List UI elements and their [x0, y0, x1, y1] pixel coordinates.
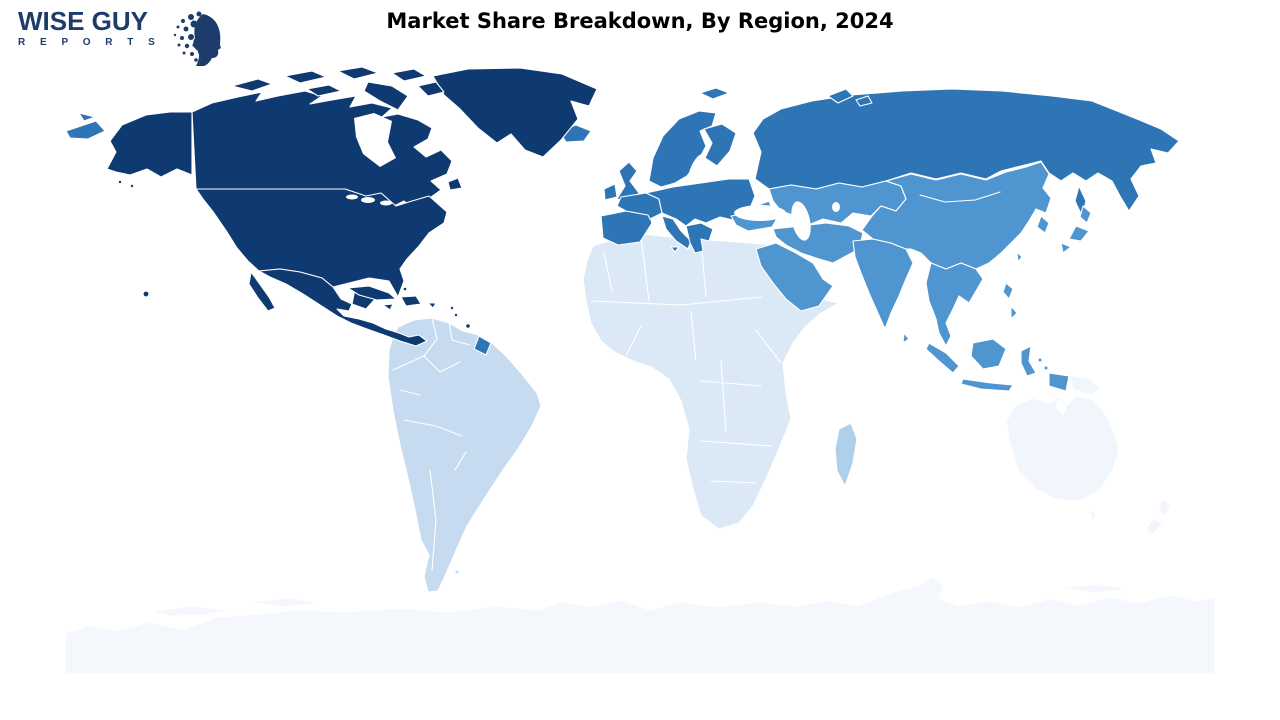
novaya-zemlya: [827, 88, 854, 104]
hispaniola: [400, 295, 422, 307]
baltic-sea: [688, 154, 704, 182]
great-lakes: [380, 200, 392, 206]
hainan: [971, 269, 977, 275]
wrangel-island: [78, 112, 96, 122]
usa: [195, 188, 448, 298]
chart-title: Market Share Breakdown, By Region, 2024: [386, 9, 894, 33]
hawaii: [143, 291, 149, 297]
norway-sweden: [648, 110, 717, 188]
puerto-rico: [427, 302, 437, 309]
region-europe-russia: [65, 87, 1180, 356]
wise-guy-reports-logo: WISE GUY R E P O R T S: [18, 6, 225, 66]
sri-lanka: [902, 332, 910, 344]
china-mongolia: [861, 161, 1052, 270]
italy: [661, 215, 692, 250]
great-lakes: [361, 197, 375, 203]
united-kingdom: [616, 161, 640, 204]
region-antarctica: [64, 576, 1216, 675]
canada-arctic-island: [337, 66, 379, 80]
region-africa: [582, 233, 840, 530]
gulf-of-carpentaria: [1055, 399, 1067, 416]
cuba: [347, 285, 397, 301]
new-zealand-north: [1157, 498, 1172, 517]
south-america-country-borders: [392, 317, 471, 571]
mongolia-border: [919, 191, 1001, 203]
africa-country-borders: [590, 236, 782, 484]
canada-arctic-island: [391, 68, 427, 82]
chukotka-west-wrap: [65, 120, 106, 140]
ellesmere-island: [417, 81, 445, 97]
sumatra: [925, 342, 960, 374]
bahamas: [396, 281, 400, 285]
moluccas: [1044, 366, 1048, 370]
sicily: [670, 246, 680, 253]
black-sea: [734, 205, 786, 221]
antarctica-sliver: [249, 597, 321, 608]
svalbard: [699, 87, 730, 100]
newfoundland: [447, 177, 463, 191]
sulawesi: [1020, 345, 1037, 377]
philippines-mindanao: [1010, 305, 1018, 320]
korea: [1036, 215, 1050, 234]
moluccas: [1038, 358, 1042, 362]
aleutian-island: [118, 180, 122, 184]
japan-kyushu: [1060, 242, 1072, 254]
french-guiana: [473, 335, 492, 356]
greenland: [432, 67, 598, 158]
mexico-central-america: [258, 268, 428, 347]
borneo: [970, 338, 1007, 370]
jamaica: [382, 303, 394, 311]
aral-sea: [832, 202, 840, 212]
trinidad: [466, 324, 470, 328]
logo-head-icon: [173, 11, 221, 66]
lesser-antilles: [450, 306, 454, 310]
arabian-peninsula: [755, 242, 834, 312]
baffin-island: [363, 81, 409, 111]
antarctica-sliver: [149, 605, 231, 617]
region-north-america: [106, 66, 598, 347]
alaska: [106, 111, 193, 178]
papua-new-guinea: [1068, 374, 1102, 396]
philippines-luzon: [1002, 282, 1014, 300]
canada-arctic-island: [284, 70, 327, 84]
central-eastern-europe: [645, 178, 756, 227]
madagascar: [834, 422, 858, 487]
antarctica-sliver: [1059, 583, 1131, 594]
aleutian-island: [130, 184, 134, 188]
java: [960, 378, 1014, 392]
tasmania: [1088, 510, 1098, 522]
logo-wordmark: WISE GUY: [18, 6, 149, 36]
lesser-antilles: [454, 313, 458, 317]
great-lakes: [346, 194, 358, 200]
logo-text: WISE GUY R E P O R T S: [18, 6, 161, 49]
india: [852, 238, 914, 330]
west-papua: [1048, 372, 1070, 392]
canada-arctic-island: [306, 84, 342, 97]
canada-arctic-island: [231, 78, 273, 92]
australia: [1005, 395, 1120, 502]
japan-honshu: [1068, 225, 1090, 242]
ireland: [603, 183, 618, 201]
region-south-america: [387, 317, 542, 593]
new-zealand-south: [1145, 518, 1164, 537]
region-madagascar: [834, 422, 858, 487]
severnaya-zemlya: [855, 95, 873, 107]
iran-afghanistan-pakistan: [772, 222, 864, 264]
logo-subtitle: R E P O R T S: [18, 37, 161, 49]
bahamas: [403, 287, 407, 291]
baja-california: [248, 271, 276, 312]
region-oceania: [1005, 374, 1172, 537]
taiwan: [1016, 251, 1023, 263]
caspian-sea: [791, 201, 811, 241]
finland: [703, 123, 737, 167]
balkans-greece: [685, 222, 714, 254]
hudson-bay: [354, 113, 396, 167]
japan-hokkaido: [1079, 205, 1092, 224]
falkland-islands: [455, 570, 459, 574]
antarctica: [64, 576, 1216, 675]
southeast-asia: [925, 262, 984, 347]
water-bodies: [346, 113, 840, 241]
russia: [752, 88, 1180, 212]
